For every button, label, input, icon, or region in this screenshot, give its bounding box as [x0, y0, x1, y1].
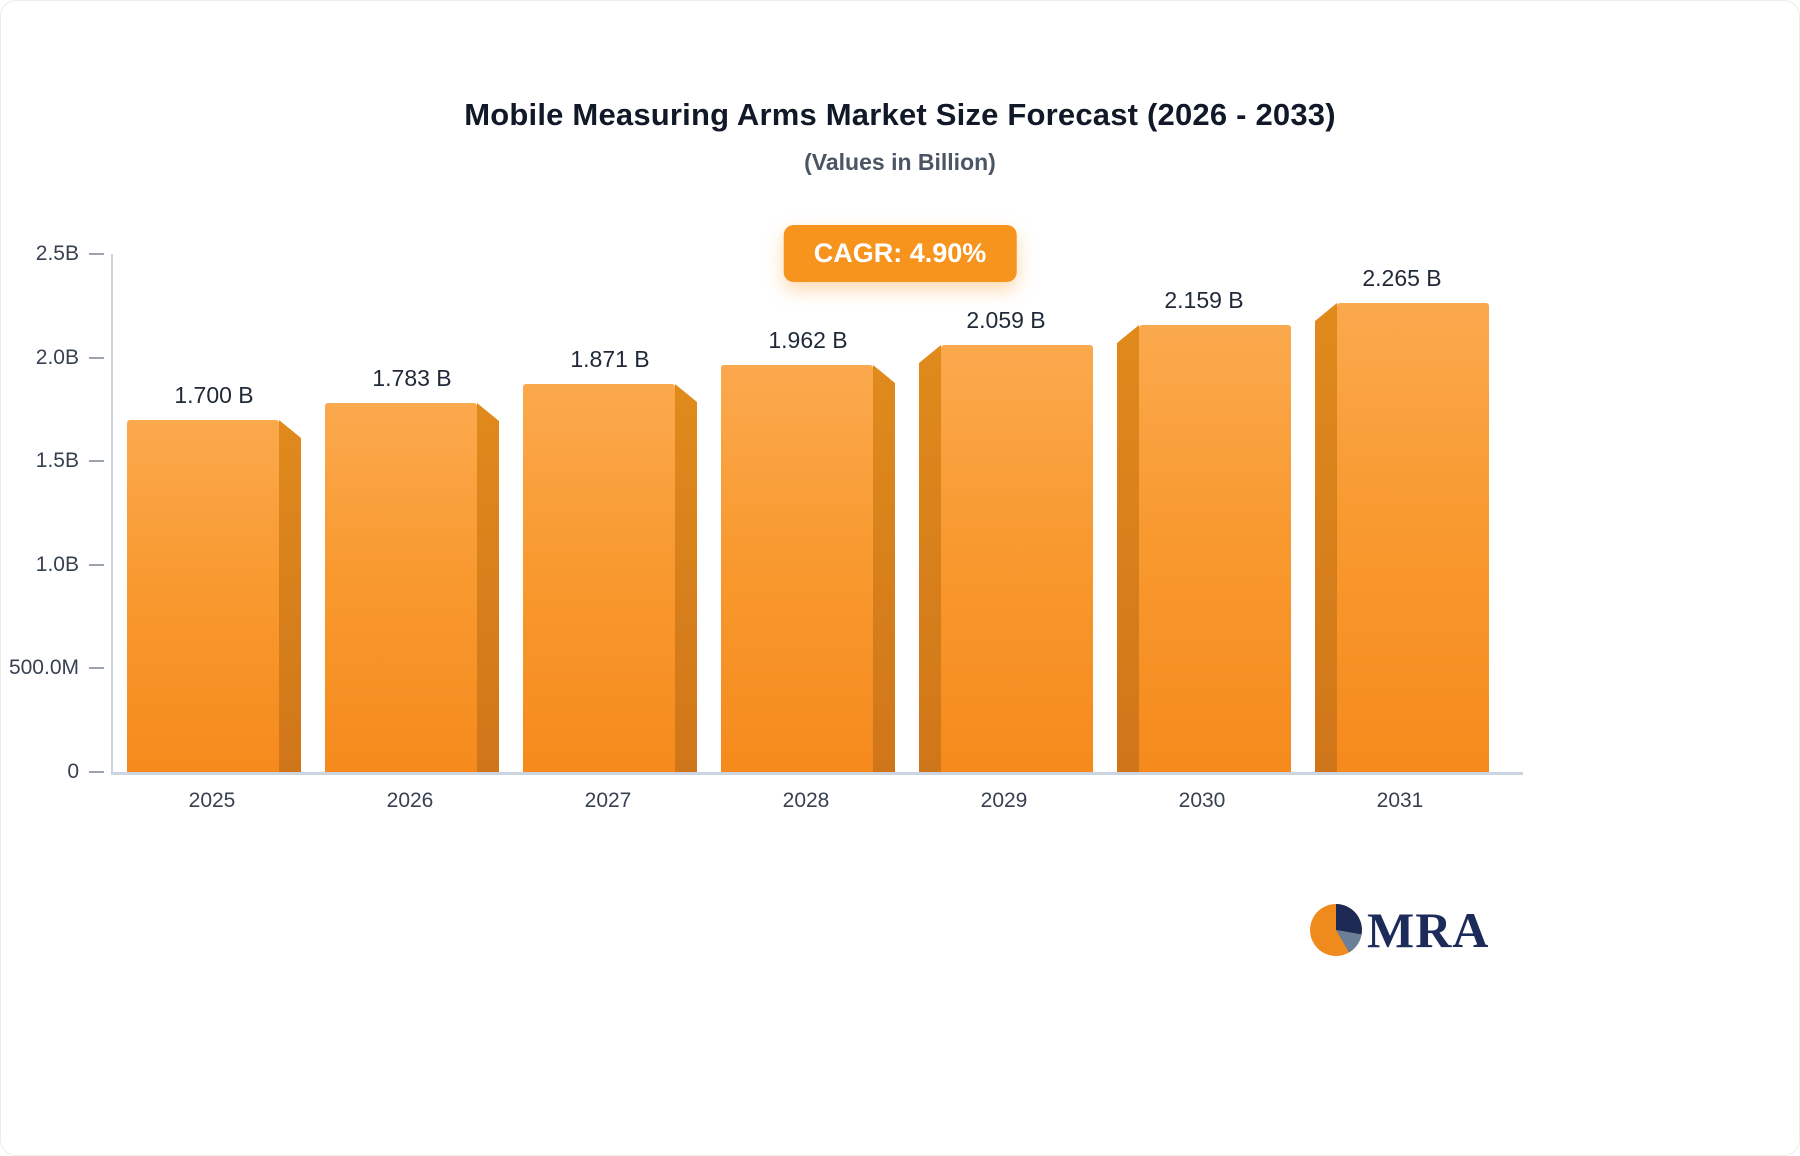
cagr-badge: CAGR: 4.90% — [783, 225, 1017, 282]
bar-side-shade — [675, 384, 697, 772]
bar-side-shade — [919, 345, 941, 772]
y-tick-label: 1.0B — [35, 552, 79, 576]
y-tick-label: 1.5B — [35, 449, 79, 473]
bar-face — [523, 384, 675, 772]
brand-logo: MRA — [1309, 901, 1489, 959]
bar-2028 — [721, 365, 895, 772]
bar-side-shade — [873, 365, 895, 772]
y-tick: 1.0B — [36, 553, 109, 577]
x-tick-label: 2028 — [782, 789, 830, 812]
x-tick-label: 2026 — [386, 789, 434, 812]
bar-value-label: 1.871 B — [570, 346, 650, 372]
bar-value-label: 1.700 B — [174, 382, 254, 408]
chart-title: Mobile Measuring Arms Market Size Foreca… — [464, 97, 1336, 132]
pie-logo-icon — [1310, 904, 1362, 956]
bar-2030 — [1117, 325, 1291, 772]
y-tick-label: 2.0B — [35, 345, 79, 369]
y-axis: 2.5B 2.0B 1.5B 1.0B 500.0M 0 — [1, 242, 109, 783]
bar-value-label: 2.059 B — [966, 307, 1046, 333]
bar-face — [721, 365, 873, 772]
bar-2029 — [919, 345, 1093, 772]
chart-subtitle: (Values in Billion) — [804, 149, 996, 175]
y-tick: 2.0B — [36, 346, 109, 370]
bar-side-shade — [1117, 325, 1139, 772]
bar-value-label: 1.962 B — [768, 327, 848, 353]
plot-area: 1.700 B 1.783 B 1.871 B 1.962 B 2.059 B 2.159… — [111, 254, 1523, 775]
x-tick-label: 2025 — [188, 789, 236, 812]
y-tick: 1.5B — [36, 449, 109, 473]
y-tick-mark — [89, 667, 104, 670]
bar-face — [1337, 303, 1489, 772]
bar-value-label: 2.265 B — [1362, 265, 1442, 291]
y-tick-label: 500.0M — [8, 656, 79, 680]
bar-2025 — [127, 420, 301, 772]
y-tick: 2.5B — [36, 242, 109, 266]
x-axis: 2025 2026 2027 2028 2029 2030 2031 — [111, 775, 1521, 825]
x-tick-label: 2031 — [1376, 789, 1424, 812]
y-tick-mark — [89, 460, 104, 463]
y-tick-label: 2.5B — [35, 242, 79, 265]
y-tick: 0 — [67, 760, 109, 784]
bar-2027 — [523, 384, 697, 772]
y-tick-label: 0 — [67, 760, 79, 783]
x-tick-label: 2030 — [1178, 789, 1226, 812]
bar-face — [325, 403, 477, 772]
y-tick-mark — [89, 253, 104, 255]
bar-side-shade — [279, 420, 301, 772]
y-tick: 500.0M — [9, 656, 109, 680]
x-tick-label: 2029 — [980, 789, 1028, 812]
bar-value-label: 1.783 B — [372, 365, 452, 391]
bar-side-shade — [1315, 303, 1337, 772]
bar-side-shade — [477, 403, 499, 772]
x-tick-label: 2027 — [584, 789, 632, 812]
bar-value-label: 2.159 B — [1164, 287, 1244, 313]
bar-face — [127, 420, 279, 772]
y-tick-mark — [89, 563, 104, 566]
bar-face — [1139, 325, 1291, 772]
logo-text: MRA — [1367, 902, 1490, 958]
y-tick-mark — [89, 771, 104, 773]
bar-face — [941, 345, 1093, 772]
bar-2031 — [1315, 303, 1489, 772]
y-tick-mark — [89, 356, 104, 359]
bar-2026 — [325, 403, 499, 772]
